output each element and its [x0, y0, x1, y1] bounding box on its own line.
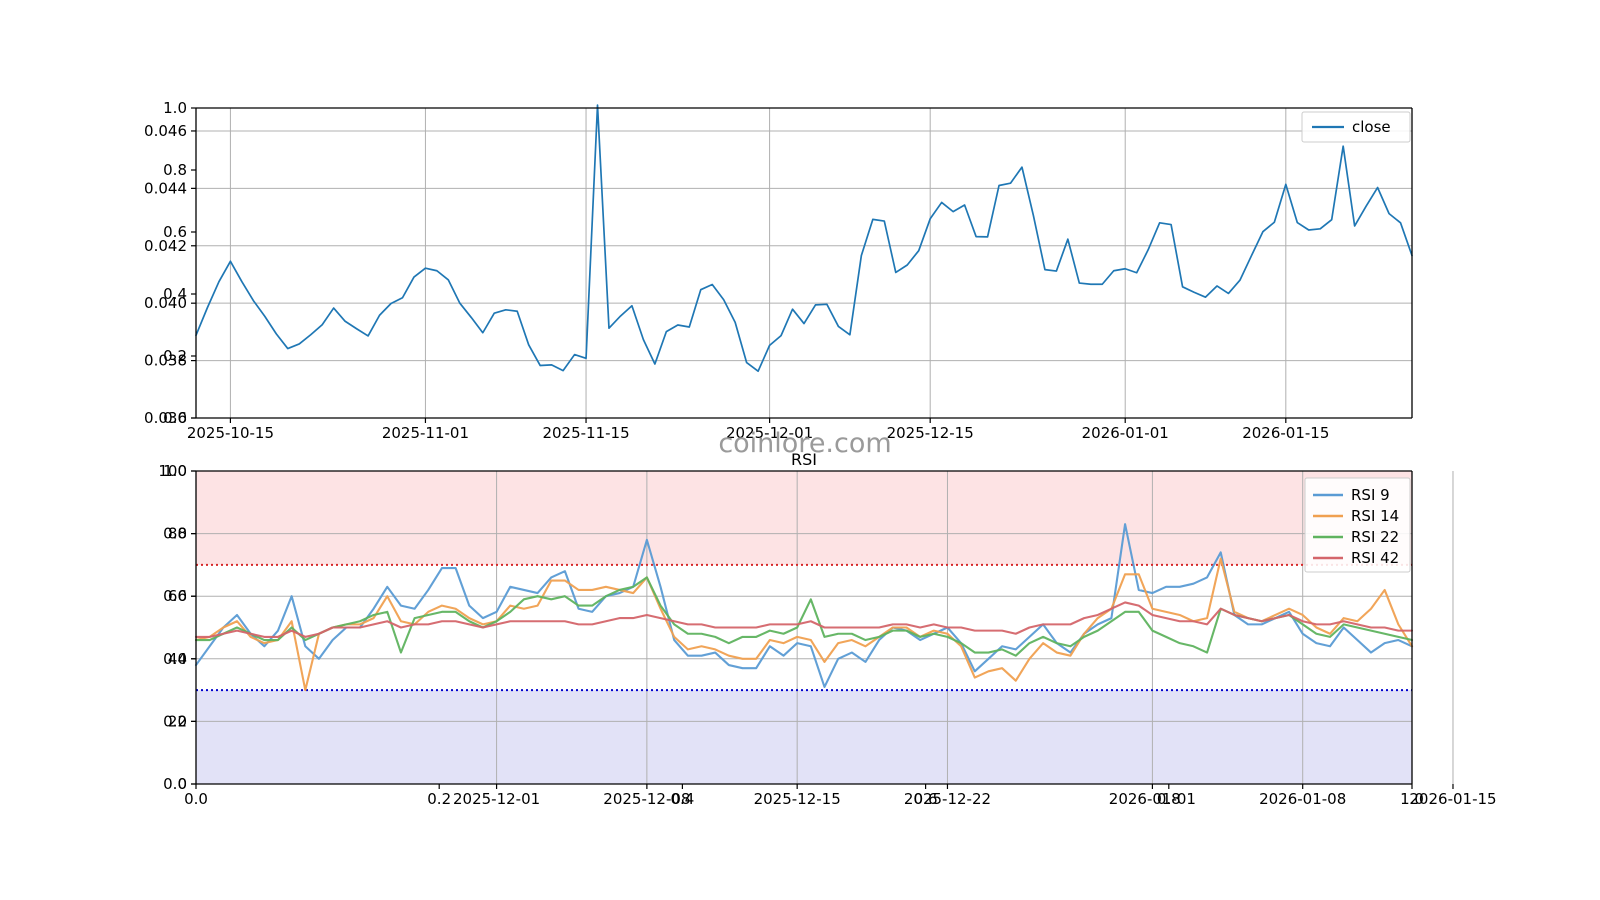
y-tick-label-overlay: 0.0 [163, 775, 187, 793]
y-tick-label-rsi: 0 [177, 775, 187, 793]
legend-box [1304, 477, 1411, 573]
price-chart-panel: 0.0360.0380.0400.0420.0440.0460.00.20.40… [144, 99, 1413, 442]
y-tick-label-price: 0.042 [144, 237, 187, 255]
y-tick-label-rsi: 40 [168, 650, 187, 668]
y-tick-label-overlay: 0.8 [163, 525, 187, 543]
x-tick-label-overlay: 0.4 [670, 790, 694, 808]
price-legend[interactable]: close [1301, 111, 1411, 143]
y-tick-label-rsi: 80 [168, 525, 187, 543]
price-y-axis-overlay-labels: 0.0 0.2 0.4 0.6 0.8 1.0 [163, 99, 196, 427]
rsi-line-RSI-9 [194, 523, 1414, 689]
x-tick-label-rsi: 2026-01-08 [1259, 790, 1346, 808]
rsi-x-axis-overlay-labels: 0.0 0.2 0.4 0.6 0.8 1.0 [184, 784, 1424, 808]
y-tick-label-price: 0.046 [144, 122, 187, 140]
y-tick-label-overlay: 0.2 [163, 347, 187, 365]
legend-label-RSI-14: RSI 14 [1351, 507, 1399, 525]
price-axis-spines [195, 107, 1413, 419]
x-tick-label-rsi: 2026-01-01 [1109, 790, 1196, 808]
y-tick-label-overlay: 0.6 [163, 587, 187, 605]
rsi-legend[interactable]: RSI 9 RSI 14 RSI 22 RSI 42 [1304, 477, 1411, 573]
x-tick-label-overlay: 0.0 [184, 790, 208, 808]
y-tick-label-rsi: 60 [168, 587, 187, 605]
y-tick-label-overlay: 0.6 [163, 223, 187, 241]
legend-label-RSI-9: RSI 9 [1351, 486, 1390, 504]
y-tick-label-overlay: 1.0 [163, 99, 187, 117]
rsi-chart-panel: 0204060801000.00.20.40.60.81.02025-12-01… [158, 450, 1496, 808]
y-tick-label-overlay: 1.0 [163, 462, 187, 480]
x-tick-label-rsi: 2025-12-22 [904, 790, 991, 808]
y-tick-label-overlay: 0.8 [163, 161, 187, 179]
y-tick-label-overlay: 0.4 [163, 650, 187, 668]
y-tick-label-rsi: 20 [168, 712, 187, 730]
watermark-group: coinlore.com [718, 428, 891, 459]
x-tick-label-price: 2026-01-01 [1082, 424, 1169, 442]
legend-label-RSI-22: RSI 22 [1351, 528, 1399, 546]
price-line-close [195, 104, 1413, 373]
legend-box [1301, 111, 1411, 143]
y-tick-label-price: 0.040 [144, 294, 187, 312]
rsi-chart-title: RSI [791, 450, 817, 469]
y-tick-label-overlay: 0.0 [163, 409, 187, 427]
rsi-y-axis-labels: 0 20 40 60 80 100 [158, 462, 196, 793]
rsi-line-RSI-42 [194, 601, 1414, 638]
x-tick-label-price: 2025-10-15 [187, 424, 274, 442]
x-tick-label-price: 2025-11-01 [382, 424, 469, 442]
x-tick-label-rsi: 2026-01-15 [1409, 790, 1496, 808]
rsi-series-group [194, 523, 1414, 692]
price-series-group [195, 104, 1413, 373]
x-tick-label-price: 2025-12-01 [726, 424, 813, 442]
x-tick-label-overlay: 1.0 [1400, 790, 1424, 808]
x-tick-label-rsi: 2025-12-08 [603, 790, 690, 808]
x-tick-label-price: 2025-12-15 [887, 424, 974, 442]
rsi-bands [196, 471, 1412, 784]
price-y-axis-labels: 0.036 0.038 0.040 0.042 0.044 0.046 [144, 122, 196, 427]
rsi-gridlines [196, 470, 1454, 784]
x-tick-label-price: 2026-01-15 [1242, 424, 1329, 442]
y-tick-label-rsi: 100 [158, 462, 187, 480]
y-tick-label-overlay: 0.4 [163, 285, 187, 303]
legend-label-RSI-42: RSI 42 [1351, 549, 1399, 567]
x-tick-label-overlay: 0.6 [914, 790, 938, 808]
x-tick-label-rsi: 2025-12-01 [453, 790, 540, 808]
rsi-line-RSI-14 [194, 557, 1414, 692]
price-plot-background [196, 108, 1412, 418]
legend-label-close: close [1352, 118, 1391, 136]
rsi-x-axis-labels: 2025-12-01 2025-12-08 2025-12-15 2025-12-22… [453, 784, 1497, 808]
x-tick-label-price: 2025-11-15 [542, 424, 629, 442]
x-tick-label-overlay: 0.2 [427, 790, 451, 808]
y-tick-label-price: 0.036 [144, 409, 187, 427]
overbought-band [196, 471, 1412, 565]
y-tick-label-overlay: 0.2 [163, 712, 187, 730]
price-gridlines [196, 108, 1412, 419]
y-tick-label-price: 0.044 [144, 179, 187, 197]
watermark-text: coinlore.com [718, 428, 891, 459]
price-x-axis-labels: 2025-10-15 2025-11-01 2025-11-15 2025-12-01… [187, 418, 1329, 442]
x-tick-label-rsi: 2025-12-15 [754, 790, 841, 808]
rsi-axis-spines [195, 470, 1413, 785]
rsi-y-axis-overlay-labels: 0.0 0.2 0.4 0.6 0.8 1.0 [163, 462, 196, 793]
rsi-line-RSI-22 [194, 576, 1414, 657]
oversold-band [196, 690, 1412, 784]
y-tick-label-price: 0.038 [144, 352, 187, 370]
x-tick-label-overlay: 0.8 [1157, 790, 1181, 808]
